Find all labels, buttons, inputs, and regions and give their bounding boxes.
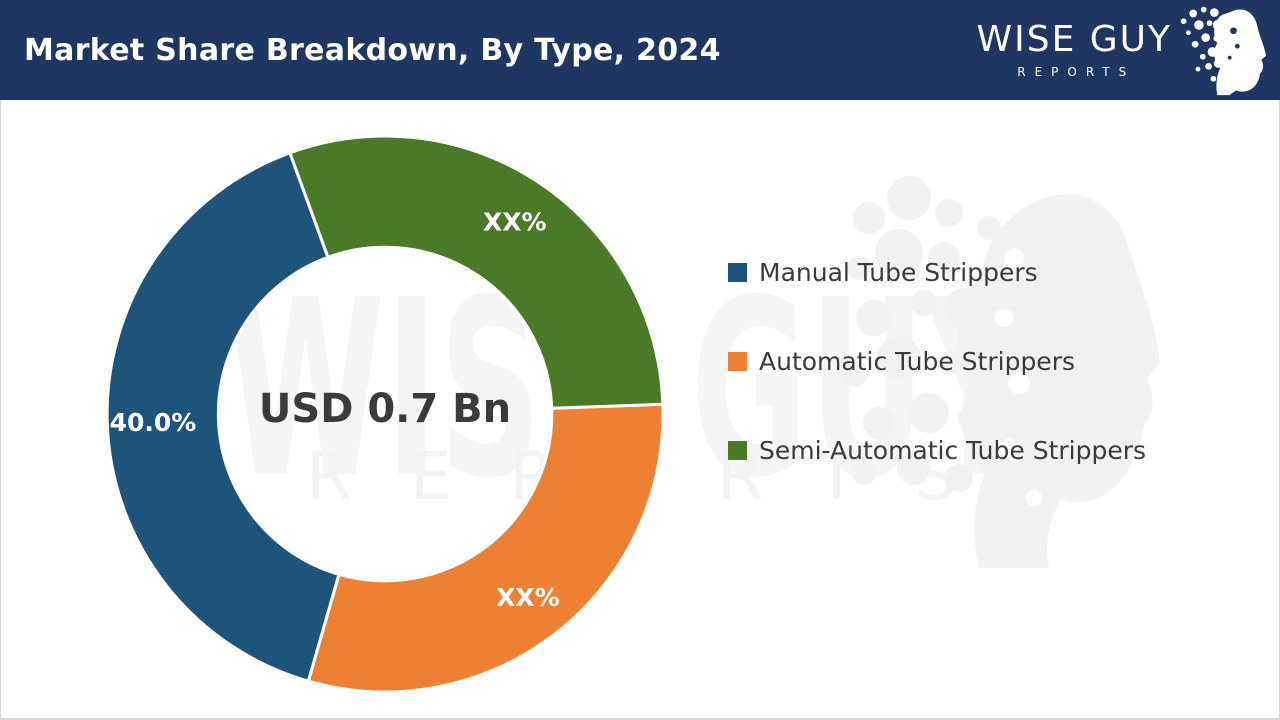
legend-item: Semi-Automatic Tube Strippers xyxy=(728,435,1146,465)
page-title: Market Share Breakdown, By Type, 2024 xyxy=(24,32,721,68)
donut-slice xyxy=(105,151,341,683)
legend-label: Manual Tube Strippers xyxy=(759,257,1038,287)
logo-subtext: REPORTS xyxy=(1017,64,1136,79)
donut-slice xyxy=(306,402,665,694)
legend-label: Semi-Automatic Tube Strippers xyxy=(759,435,1147,465)
header-bar: Market Share Breakdown, By Type, 2024 WI… xyxy=(0,0,1280,100)
logo-wordmark: WISE GUY xyxy=(976,18,1172,60)
logo-text: WISE GUY REPORTS xyxy=(976,18,1173,79)
legend-item: Manual Tube Strippers xyxy=(728,257,1146,287)
legend-item: Automatic Tube Strippers xyxy=(728,346,1146,376)
legend-swatch xyxy=(728,351,747,371)
legend: Manual Tube Strippers Automatic Tube Stri… xyxy=(728,257,1146,524)
slice-percentage-label: XX% xyxy=(496,583,560,612)
chart-panel: WISE GUY REPORTS 40.0% XX% XX% USD 0.7 Bn xyxy=(0,100,1280,720)
donut-chart: 40.0% XX% XX% xyxy=(105,134,665,694)
slice-percentage-label: 40.0% xyxy=(110,408,197,437)
legend-swatch xyxy=(728,262,747,282)
slice-percentage-label: XX% xyxy=(483,208,547,237)
donut-slice xyxy=(288,134,665,410)
legend-swatch xyxy=(728,440,747,460)
donut-center-value: USD 0.7 Bn xyxy=(258,386,512,432)
watermark-face-icon xyxy=(840,176,1160,568)
wise-guy-logo: WISE GUY REPORTS xyxy=(977,3,1271,97)
logo-face-icon xyxy=(1180,6,1267,96)
legend-label: Automatic Tube Strippers xyxy=(759,346,1075,376)
